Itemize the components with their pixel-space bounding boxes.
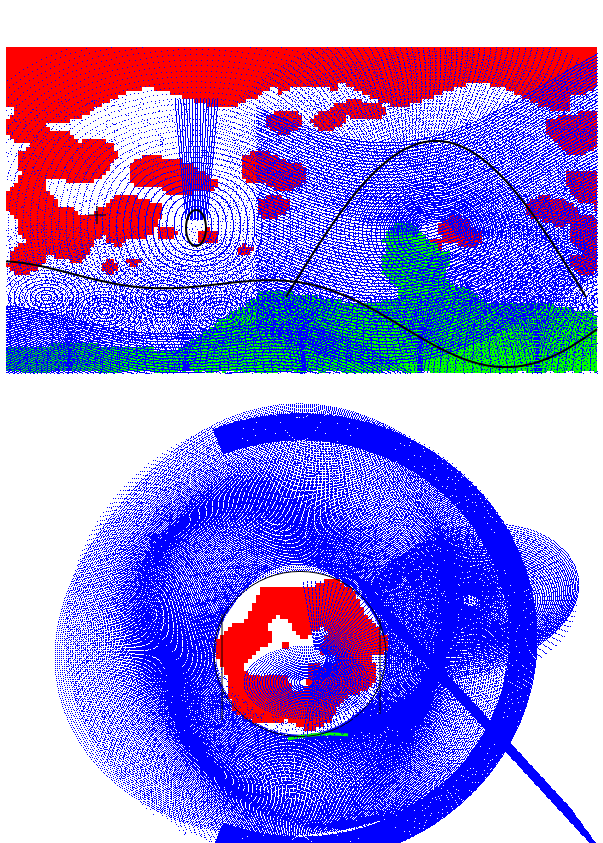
top-panel-canvas: [0, 0, 603, 395]
bottom-panel-annular-section: [0, 395, 603, 843]
top-panel-rectangular-section: [0, 0, 603, 395]
bottom-panel-canvas: [0, 395, 603, 843]
